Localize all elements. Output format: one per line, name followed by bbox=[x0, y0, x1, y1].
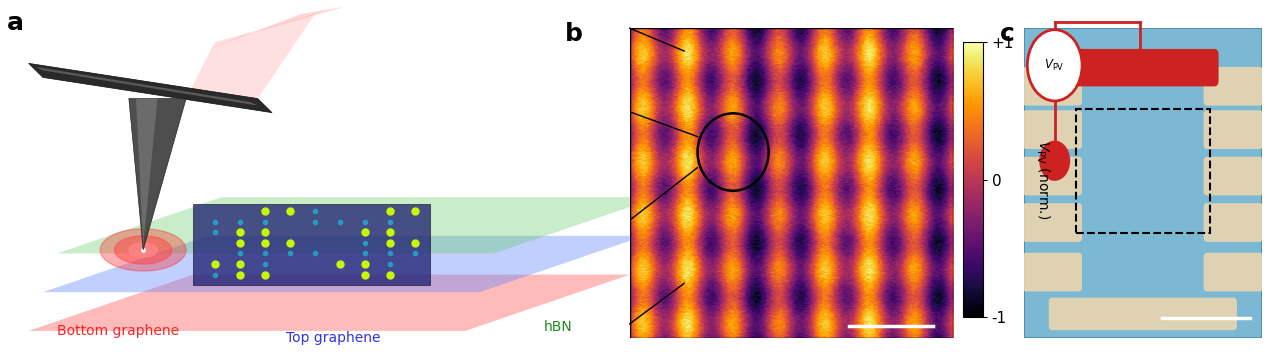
Circle shape bbox=[1039, 140, 1071, 181]
Text: $V_\mathrm{PV}$ (norm.): $V_\mathrm{PV}$ (norm.) bbox=[1034, 140, 1052, 219]
FancyBboxPatch shape bbox=[1022, 157, 1082, 195]
Circle shape bbox=[100, 229, 186, 271]
Polygon shape bbox=[186, 14, 315, 99]
FancyBboxPatch shape bbox=[1204, 253, 1263, 291]
Polygon shape bbox=[43, 236, 644, 292]
FancyBboxPatch shape bbox=[1204, 203, 1263, 242]
Polygon shape bbox=[200, 7, 343, 53]
Text: $V_\mathrm{PV}$: $V_\mathrm{PV}$ bbox=[1044, 58, 1066, 73]
Text: Bottom graphene: Bottom graphene bbox=[57, 324, 180, 338]
Text: hBN: hBN bbox=[544, 320, 573, 334]
Polygon shape bbox=[136, 99, 157, 246]
Polygon shape bbox=[35, 67, 257, 106]
FancyBboxPatch shape bbox=[1049, 298, 1237, 330]
Text: Top graphene: Top graphene bbox=[286, 331, 381, 345]
Polygon shape bbox=[29, 63, 272, 113]
FancyBboxPatch shape bbox=[1022, 67, 1082, 106]
FancyBboxPatch shape bbox=[1204, 67, 1263, 106]
FancyBboxPatch shape bbox=[1204, 157, 1263, 195]
FancyBboxPatch shape bbox=[1022, 203, 1082, 242]
Circle shape bbox=[1028, 30, 1082, 101]
Circle shape bbox=[114, 236, 172, 264]
FancyBboxPatch shape bbox=[1062, 49, 1219, 86]
Polygon shape bbox=[29, 275, 630, 331]
Polygon shape bbox=[194, 204, 430, 285]
FancyBboxPatch shape bbox=[1022, 253, 1082, 291]
Bar bbox=[1076, 109, 1210, 233]
Circle shape bbox=[129, 243, 157, 257]
FancyBboxPatch shape bbox=[1204, 110, 1263, 149]
Polygon shape bbox=[57, 197, 659, 253]
Polygon shape bbox=[129, 99, 186, 250]
Text: a: a bbox=[8, 11, 24, 34]
Text: b: b bbox=[565, 22, 583, 46]
FancyBboxPatch shape bbox=[1022, 110, 1082, 149]
Text: c: c bbox=[1000, 22, 1015, 46]
